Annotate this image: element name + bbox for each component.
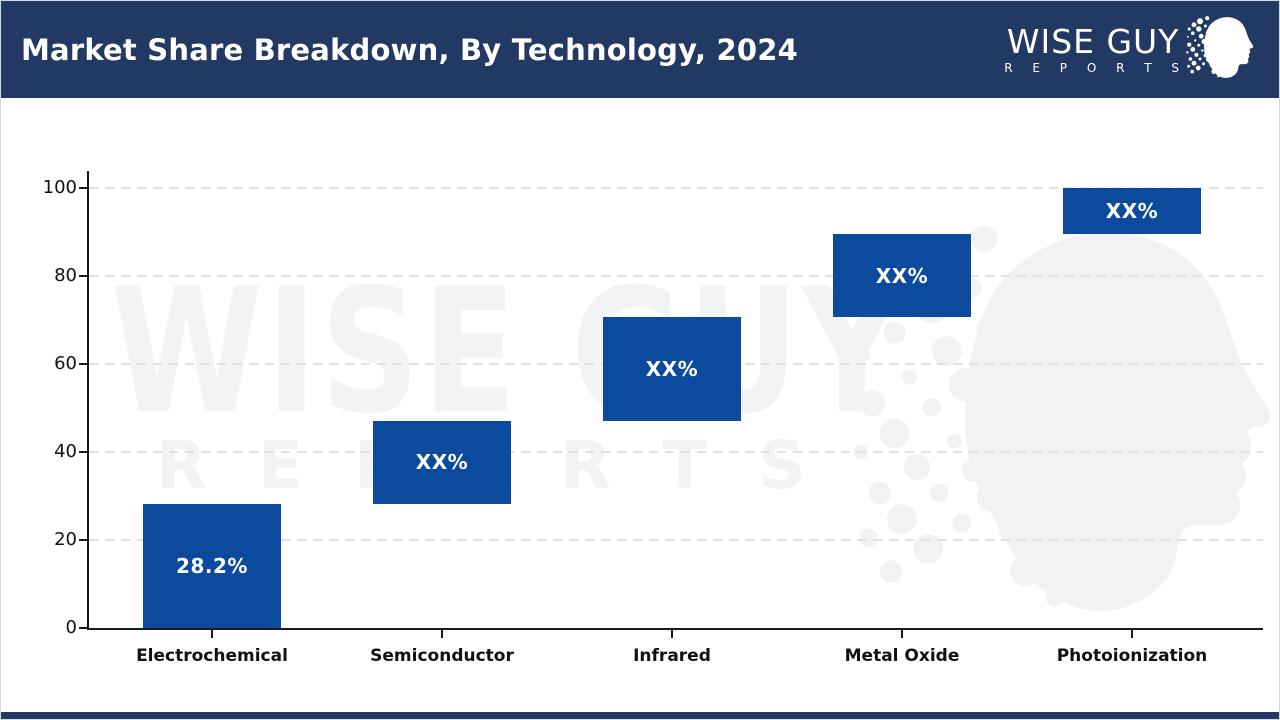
gridline — [89, 450, 1263, 453]
x-axis-category-label: Electrochemical — [136, 646, 288, 666]
y-axis-tick — [79, 450, 87, 453]
bar: XX% — [373, 420, 511, 504]
brand-subtext: R E P O R T S — [1004, 61, 1187, 75]
bar: XX% — [603, 317, 741, 421]
y-axis-line — [87, 171, 89, 630]
x-axis-tick — [1131, 630, 1133, 638]
bar-value-label: XX% — [1105, 198, 1159, 223]
header: Market Share Breakdown, By Technology, 2… — [1, 1, 1279, 98]
y-axis-tick — [79, 538, 87, 541]
x-axis-tick — [901, 630, 903, 638]
y-axis-tick-label: 100 — [42, 176, 77, 198]
bar: 28.2% — [143, 503, 281, 628]
brand-logo-text: WISE GUY R E P O R T S — [999, 25, 1187, 74]
footer-bar — [1, 712, 1279, 719]
x-axis-line — [87, 628, 1263, 630]
x-axis-category-label: Semiconductor — [370, 646, 514, 666]
bar-value-label: XX% — [645, 357, 699, 382]
bar-value-label: 28.2% — [176, 553, 248, 578]
y-axis-tick-label: 60 — [54, 352, 77, 374]
bar: XX% — [1063, 187, 1201, 234]
x-axis-tick — [671, 630, 673, 638]
x-axis-category-label: Infrared — [633, 646, 711, 666]
y-axis-tick-label: 80 — [54, 264, 77, 286]
y-axis-tick — [79, 274, 87, 277]
y-axis-tick-label: 40 — [54, 440, 77, 462]
page-title: Market Share Breakdown, By Technology, 2… — [21, 32, 799, 67]
y-axis-tick-label: 0 — [65, 617, 77, 638]
gridline — [89, 538, 1263, 541]
bar-value-label: XX% — [875, 263, 929, 288]
gridline — [89, 186, 1263, 189]
y-axis-tick — [79, 186, 87, 189]
gridline — [89, 274, 1263, 277]
bar-value-label: XX% — [415, 450, 469, 475]
y-axis-tick — [79, 627, 87, 629]
x-axis-category-label: Photoionization — [1056, 646, 1208, 666]
y-axis-tick-label: 20 — [54, 528, 77, 550]
brand-logo: WISE GUY R E P O R T S — [999, 11, 1257, 89]
y-axis-tick — [79, 362, 87, 365]
bar: XX% — [833, 233, 971, 318]
x-axis-tick — [211, 630, 213, 638]
x-axis-category-label: Metal Oxide — [844, 646, 960, 666]
brand-wordmark: WISE GUY — [1006, 22, 1180, 61]
x-axis-tick — [441, 630, 443, 638]
watermark-wordmark: WISE GUY — [111, 251, 905, 452]
